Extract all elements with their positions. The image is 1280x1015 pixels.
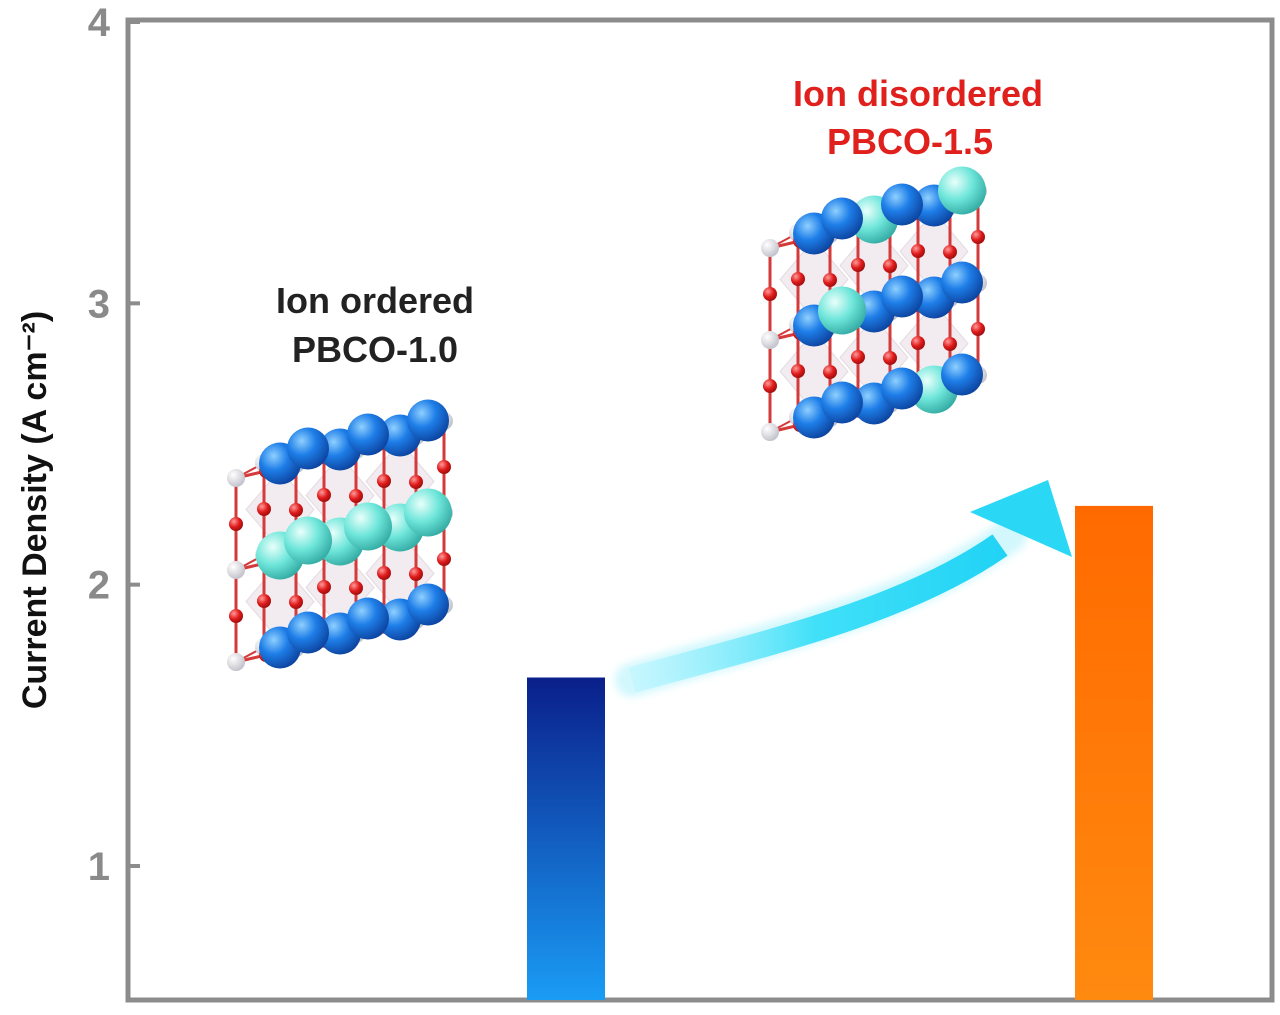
a-site-atom-blue bbox=[347, 413, 389, 456]
oxygen-atom bbox=[377, 566, 391, 580]
oxygen-atom bbox=[943, 245, 957, 259]
oxygen-atom bbox=[257, 594, 271, 608]
b-site-atom bbox=[761, 423, 779, 441]
a-site-atom-blue bbox=[287, 427, 329, 470]
plot-frame bbox=[125, 17, 1275, 1003]
a-site-atom-cyan bbox=[818, 286, 866, 335]
oxygen-atom bbox=[409, 567, 423, 581]
oxygen-atom bbox=[229, 609, 243, 623]
a-site-atom-blue bbox=[407, 583, 449, 626]
a-site-atom-blue bbox=[821, 197, 863, 240]
oxygen-atom bbox=[971, 230, 985, 244]
y-tick-label: 4 bbox=[88, 1, 111, 45]
oxygen-atom bbox=[377, 474, 391, 488]
disordered-label-line2: PBCO-1.5 bbox=[827, 121, 993, 162]
oxygen-atom bbox=[791, 272, 805, 286]
oxygen-atom bbox=[229, 517, 243, 531]
oxygen-atom bbox=[763, 379, 777, 393]
a-site-atom-blue bbox=[821, 381, 863, 424]
a-site-atom-cyan bbox=[284, 516, 332, 565]
oxygen-atom bbox=[883, 259, 897, 273]
oxygen-atom bbox=[289, 503, 303, 517]
oxygen-atom bbox=[883, 351, 897, 365]
ordered-label-line1: Ion ordered bbox=[276, 280, 474, 321]
y-axis-ticks: 1 2 3 4 bbox=[88, 1, 140, 889]
a-site-atom-blue bbox=[407, 399, 449, 442]
b-site-atom bbox=[761, 239, 779, 257]
oxygen-atom bbox=[289, 595, 303, 609]
a-site-atom-blue bbox=[881, 183, 923, 226]
a-site-atom-cyan bbox=[344, 502, 392, 551]
bar-PBCO-1.5 bbox=[1075, 505, 1153, 1000]
a-site-atom-blue bbox=[287, 611, 329, 654]
b-site-atom bbox=[227, 653, 245, 671]
oxygen-atom bbox=[943, 337, 957, 351]
ordered-crystal-structure bbox=[227, 399, 453, 671]
a-site-atom-blue bbox=[347, 597, 389, 640]
oxygen-atom bbox=[763, 287, 777, 301]
oxygen-atom bbox=[851, 350, 865, 364]
y-tick-label: 3 bbox=[88, 282, 110, 326]
oxygen-atom bbox=[317, 488, 331, 502]
oxygen-atom bbox=[349, 581, 363, 595]
y-tick-label: 2 bbox=[88, 564, 110, 608]
a-site-atom-blue bbox=[881, 275, 923, 318]
a-site-atom-cyan bbox=[938, 166, 986, 215]
oxygen-atom bbox=[791, 364, 805, 378]
oxygen-atom bbox=[851, 258, 865, 272]
a-site-atom-blue bbox=[941, 261, 983, 304]
disordered-label-line1: Ion disordered bbox=[793, 73, 1043, 114]
b-site-atom bbox=[761, 331, 779, 349]
oxygen-atom bbox=[317, 580, 331, 594]
y-axis-title: Current Density (A cm⁻²) bbox=[16, 311, 54, 709]
oxygen-atom bbox=[257, 502, 271, 516]
a-site-atom-cyan bbox=[404, 488, 452, 537]
a-site-atom-blue bbox=[941, 353, 983, 396]
oxygen-atom bbox=[823, 365, 837, 379]
oxygen-atom bbox=[349, 489, 363, 503]
oxygen-atom bbox=[911, 244, 925, 258]
bar-PBCO-1.0 bbox=[527, 677, 605, 1000]
oxygen-atom bbox=[911, 336, 925, 350]
disordered-crystal-structure bbox=[761, 166, 987, 441]
oxygen-atom bbox=[971, 322, 985, 336]
oxygen-atom bbox=[437, 460, 451, 474]
b-site-atom bbox=[227, 561, 245, 579]
y-tick-label: 1 bbox=[88, 845, 110, 889]
oxygen-atom bbox=[437, 552, 451, 566]
a-site-atom-blue bbox=[881, 367, 923, 410]
b-site-atom bbox=[227, 469, 245, 487]
ordered-label-line2: PBCO-1.0 bbox=[292, 329, 458, 370]
oxygen-atom bbox=[409, 475, 423, 489]
increase-arrow bbox=[615, 480, 1072, 697]
oxygen-atom bbox=[823, 273, 837, 287]
bars bbox=[527, 505, 1153, 1000]
